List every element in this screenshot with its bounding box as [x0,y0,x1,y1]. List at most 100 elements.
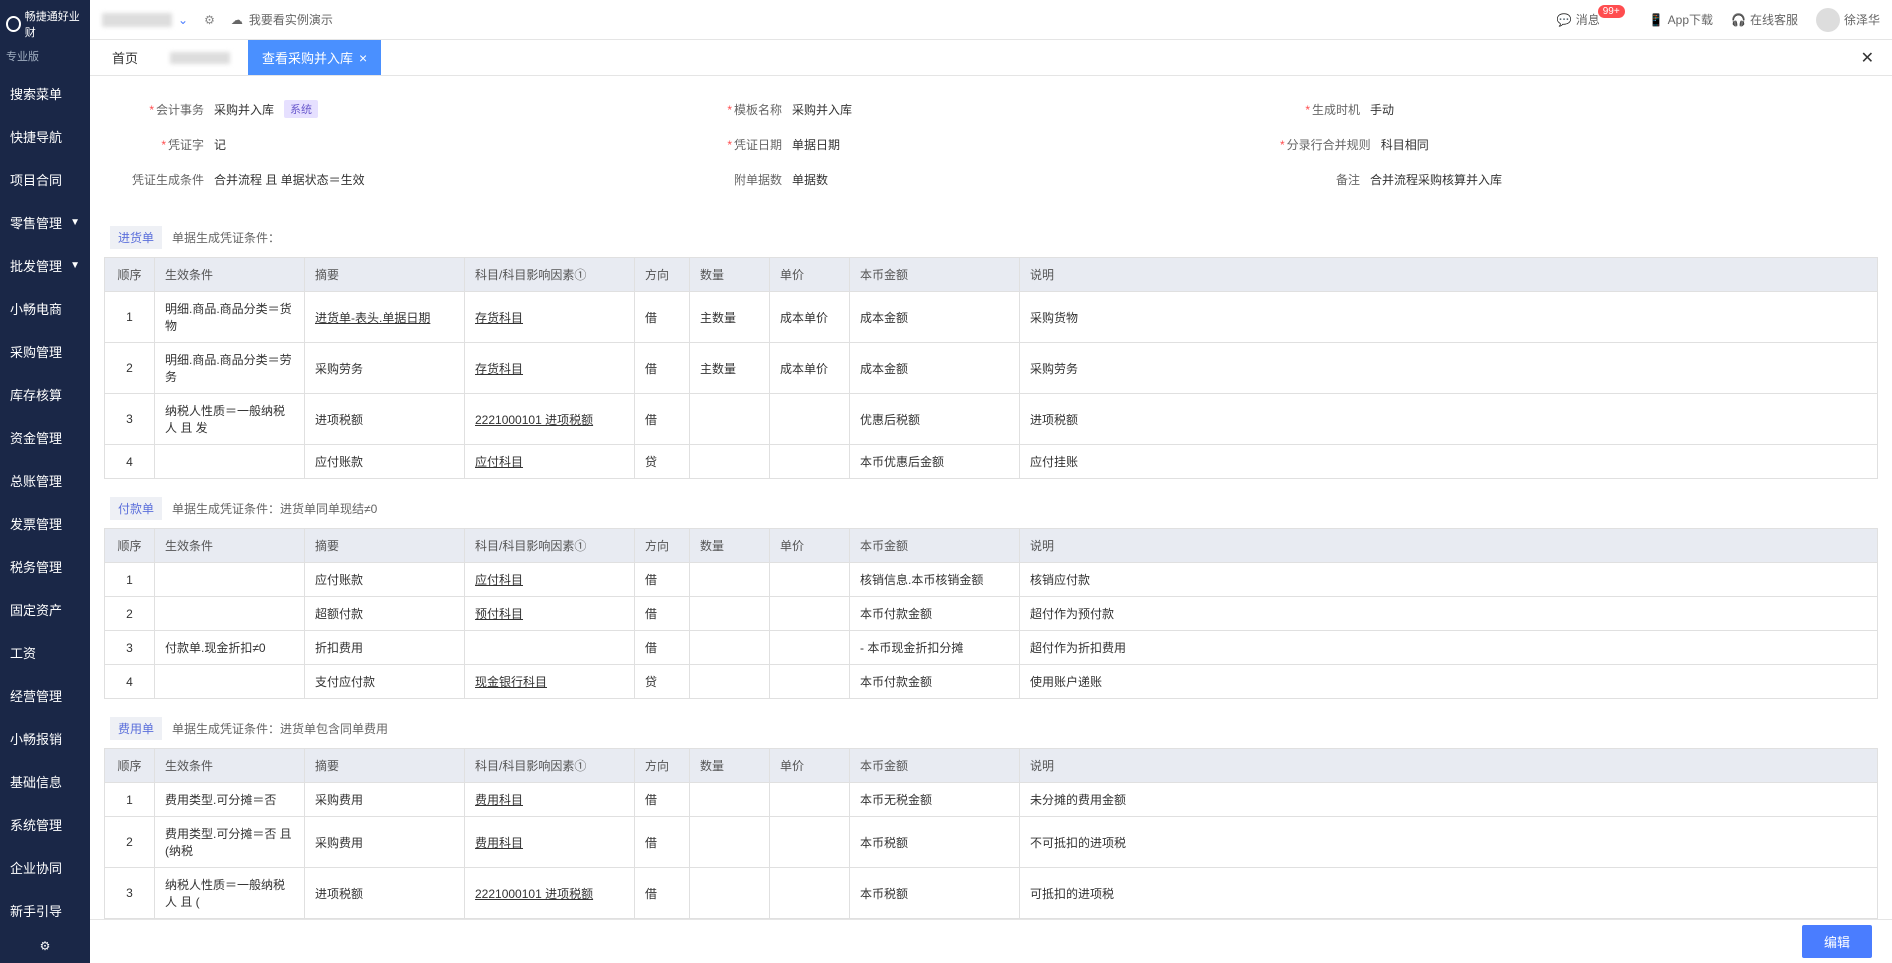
close-icon[interactable]: × [359,50,367,66]
col-summary: 摘要 [305,258,465,292]
sidebar-item[interactable]: 工资 [0,631,90,674]
cell-amount: 本币税额 [850,868,1020,919]
sidebar-item[interactable]: 零售管理▼ [0,201,90,244]
col-price: 单价 [770,749,850,783]
sidebar-item[interactable]: 库存核算 [0,373,90,416]
cell-quantity [690,868,770,919]
sidebar-item[interactable]: 搜索菜单 [0,72,90,115]
table-row: 4 应付账款 应付科目 贷 本币优惠后金额 应付挂账 [105,445,1878,479]
tab-active[interactable]: 查看采购并入库 × [248,40,381,75]
gear-icon: ⚙ [40,939,51,953]
cell-quantity [690,563,770,597]
info-label: *会计事务 [124,101,204,118]
subject-link[interactable]: 2221000101 进项税额 [475,413,593,427]
section-condition: 单据生成凭证条件：进货单包含同单费用 [172,720,388,737]
sidebar-item[interactable]: 固定资产 [0,588,90,631]
sidebar-item[interactable]: 经营管理 [0,674,90,717]
sidebar-item[interactable]: 新手引导 [0,889,90,929]
subject-link[interactable]: 存货科目 [475,362,523,376]
message-badge: 99+ [1598,5,1625,18]
sidebar-item[interactable]: 基础信息 [0,760,90,803]
subject-link[interactable]: 费用科目 [475,836,523,850]
user-menu[interactable]: 徐泽华 [1816,8,1880,32]
cell-summary: 采购劳务 [305,343,465,394]
col-order: 顺序 [105,749,155,783]
sidebar-item-label: 总账管理 [10,471,62,490]
tab-home[interactable]: 首页 [98,40,152,75]
subject-link[interactable]: 2221000101 进项税额 [475,887,593,901]
sidebar-item-label: 零售管理 [10,213,62,232]
sidebar-settings[interactable]: ⚙ [0,929,90,963]
demo-button[interactable]: ☁ 我要看实例演示 [231,11,333,28]
cell-summary: 进项税额 [305,868,465,919]
sidebar-item[interactable]: 项目合同 [0,158,90,201]
info-value: 科目相同 [1381,136,1429,153]
cell-summary: 采购费用 [305,817,465,868]
message-button[interactable]: 💬 消息 99+ [1557,11,1631,28]
tab-hidden[interactable] [156,44,244,72]
sidebar-item[interactable]: 小畅电商 [0,287,90,330]
cell-direction: 借 [635,631,690,665]
sidebar-item[interactable]: 发票管理 [0,502,90,545]
footer: 编辑 [90,919,1892,963]
cell-amount: 成本金额 [850,343,1020,394]
subject-link[interactable]: 现金银行科目 [475,675,547,689]
edit-button[interactable]: 编辑 [1802,925,1872,958]
subject-link[interactable]: 预付科目 [475,607,523,621]
section-payment: 付款单单据生成凭证条件：进货单同单现结≠0 顺序 生效条件 摘要 科目/科目影响… [104,489,1878,699]
sidebar-item[interactable]: 税务管理 [0,545,90,588]
cell-subject [465,631,635,665]
sidebar-item-label: 企业协同 [10,858,62,877]
download-button[interactable]: 📱 App下载 [1649,11,1713,28]
sidebar-item-label: 新手引导 [10,901,62,920]
chevron-down-icon: ▼ [70,260,80,271]
sidebar-item[interactable]: 系统管理 [0,803,90,846]
service-button[interactable]: 🎧 在线客服 [1731,11,1798,28]
sidebar-item[interactable]: 总账管理 [0,459,90,502]
sidebar-item-label: 发票管理 [10,514,62,533]
subject-link[interactable]: 应付科目 [475,455,523,469]
sidebar-item[interactable]: 小畅报销 [0,717,90,760]
org-selector[interactable]: ⌄ [102,13,188,27]
sidebar-item[interactable]: 批发管理▼ [0,244,90,287]
sidebar-item[interactable]: 企业协同 [0,846,90,889]
close-all-tabs[interactable]: ✕ [1851,44,1884,72]
cell-description: 超付作为折扣费用 [1020,631,1878,665]
cell-direction: 借 [635,563,690,597]
subject-link[interactable]: 费用科目 [475,793,523,807]
cell-order: 2 [105,597,155,631]
cell-condition [155,665,305,699]
cell-price [770,665,850,699]
user-name: 徐泽华 [1844,11,1880,28]
phone-icon: 📱 [1649,13,1664,27]
sidebar-item[interactable]: 快捷导航 [0,115,90,158]
cell-subject: 现金银行科目 [465,665,635,699]
cell-condition: 费用类型.可分摊＝否 [155,783,305,817]
cell-price: 成本单价 [770,343,850,394]
col-price: 单价 [770,258,850,292]
system-tag: 系统 [284,100,318,118]
subject-link[interactable]: 应付科目 [475,573,523,587]
sidebar-item[interactable]: 资金管理 [0,416,90,459]
col-condition: 生效条件 [155,749,305,783]
section-expense: 费用单单据生成凭证条件：进货单包含同单费用 顺序 生效条件 摘要 科目/科目影响… [104,709,1878,919]
cell-summary: 进项税额 [305,394,465,445]
col-direction: 方向 [635,529,690,563]
table-row: 2 费用类型.可分摊＝否 且 (纳税 采购费用 费用科目 借 本币税额 不可抵扣… [105,817,1878,868]
sidebar-item-label: 库存核算 [10,385,62,404]
cell-quantity [690,394,770,445]
sidebar-item[interactable]: 采购管理 [0,330,90,373]
cell-quantity: 主数量 [690,292,770,343]
cell-direction: 借 [635,783,690,817]
summary-link[interactable]: 进货单-表头.单据日期 [315,311,430,325]
demo-label: 我要看实例演示 [249,11,333,28]
sidebar-item-label: 项目合同 [10,170,62,189]
table-row: 3 付款单.现金折扣≠0 折扣费用 借 - 本币现金折扣分摊 超付作为折扣费用 [105,631,1878,665]
cell-order: 3 [105,394,155,445]
gear-icon[interactable]: ⚙ [204,13,215,27]
cell-price [770,597,850,631]
subject-link[interactable]: 存货科目 [475,311,523,325]
col-amount: 本币金额 [850,529,1020,563]
table-payment: 顺序 生效条件 摘要 科目/科目影响因素① 方向 数量 单价 本币金额 说明 1… [104,528,1878,699]
cell-amount: 优惠后税额 [850,394,1020,445]
